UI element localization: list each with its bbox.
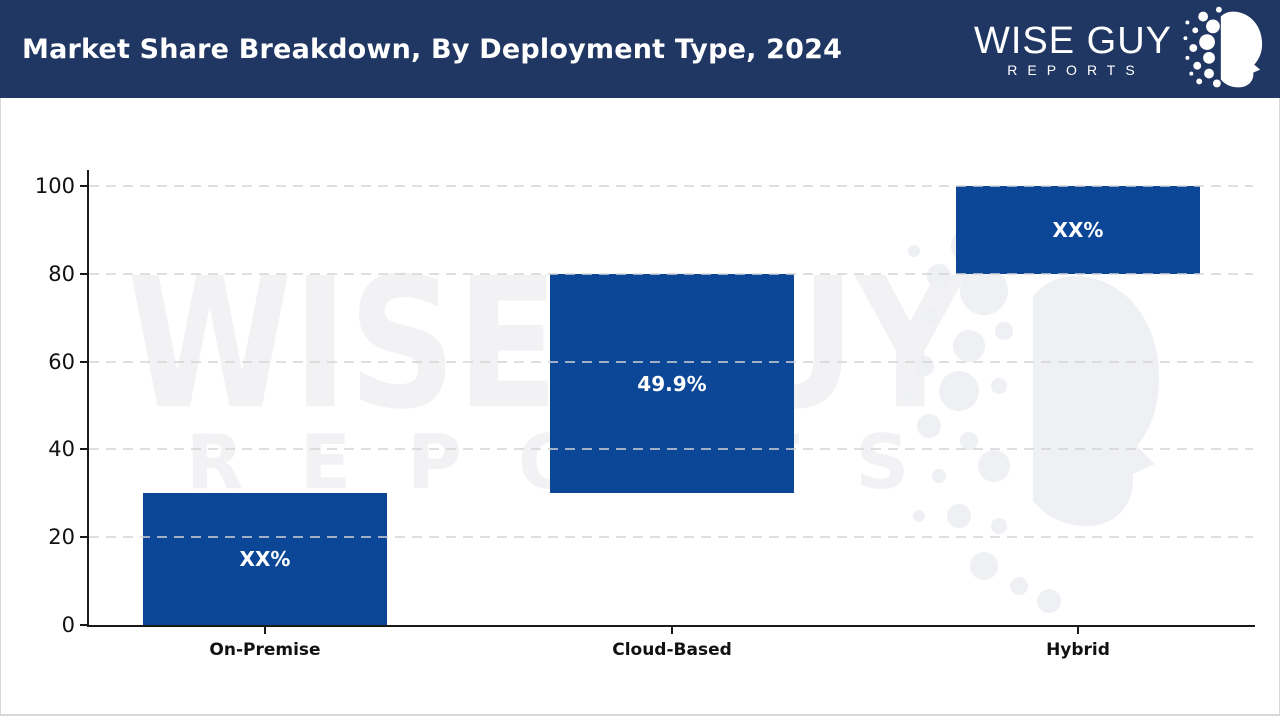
gridline bbox=[89, 448, 1253, 451]
y-axis-line bbox=[87, 170, 89, 627]
bar bbox=[956, 186, 1200, 275]
brand-reports: REPORTS bbox=[1007, 61, 1145, 78]
y-axis-tick bbox=[80, 624, 88, 626]
y-tick-label: 0 bbox=[61, 613, 75, 637]
y-axis-tick bbox=[80, 448, 88, 451]
header: Market Share Breakdown, By Deployment Ty… bbox=[0, 0, 1280, 98]
x-axis-category-label: On-Premise bbox=[209, 640, 321, 660]
x-axis-tick bbox=[671, 627, 673, 634]
y-axis-tick bbox=[80, 185, 88, 187]
brand-logo: WISE GUY REPORTS bbox=[974, 4, 1270, 94]
bar bbox=[143, 493, 387, 625]
bar-value-label: XX% bbox=[239, 547, 291, 572]
y-tick-label: 20 bbox=[48, 525, 75, 550]
brand-face-icon bbox=[1183, 6, 1263, 88]
y-tick-label: 40 bbox=[48, 437, 75, 462]
gridline bbox=[89, 272, 1253, 275]
x-axis-category-label: Hybrid bbox=[1046, 640, 1110, 660]
x-axis-line bbox=[87, 625, 1255, 627]
brand-name: WISE GUY bbox=[973, 19, 1172, 62]
y-tick-label: 100 bbox=[34, 174, 75, 198]
gridline bbox=[89, 536, 1253, 539]
bar-value-label: XX% bbox=[1052, 218, 1104, 243]
y-axis-tick bbox=[80, 272, 88, 275]
bar-value-label: 49.9% bbox=[637, 371, 707, 396]
page-title: Market Share Breakdown, By Deployment Ty… bbox=[22, 33, 843, 65]
x-axis-tick bbox=[264, 627, 266, 634]
gridline bbox=[89, 185, 1253, 187]
brand-wordmark: WISE GUY REPORTS bbox=[974, 22, 1172, 77]
watermark-wordmark: WISE GUY bbox=[127, 240, 965, 450]
y-tick-label: 60 bbox=[48, 349, 75, 374]
watermark-face-icon bbox=[904, 224, 1159, 613]
x-axis-tick bbox=[1077, 627, 1079, 634]
gridline bbox=[89, 360, 1253, 363]
x-axis-category-label: Cloud-Based bbox=[612, 640, 732, 660]
chart-card: WISE GUY REPORTS 020406080100XX%On-Premi… bbox=[0, 98, 1280, 716]
y-axis-tick bbox=[80, 360, 88, 363]
y-axis-tick bbox=[80, 536, 88, 539]
bar bbox=[550, 274, 794, 494]
y-tick-label: 80 bbox=[48, 261, 75, 286]
